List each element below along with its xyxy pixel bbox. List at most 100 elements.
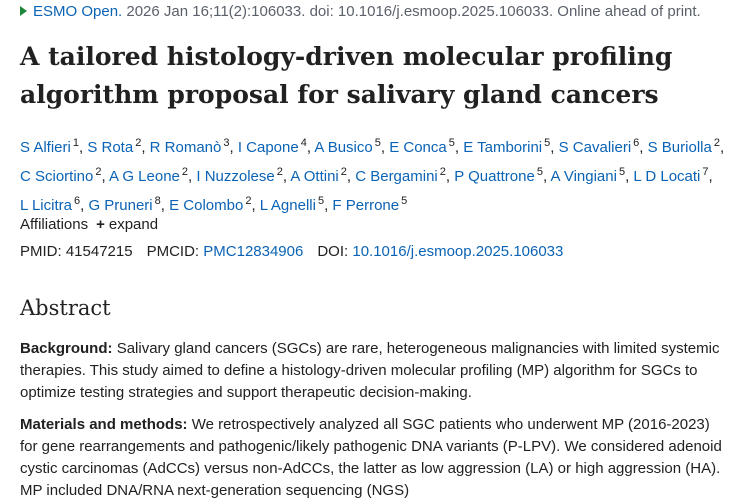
identifier-value: 41547215 (65, 243, 133, 260)
affiliation-number[interactable]: 5 (317, 195, 325, 207)
separator: , (80, 197, 85, 214)
author: L Agnelli 5, (259, 195, 329, 214)
author: S Rota 2, (87, 137, 146, 156)
affiliation-number[interactable]: 2 (276, 166, 283, 178)
author: A Ottini 2, (290, 166, 352, 185)
separator: , (324, 197, 329, 214)
author-name[interactable]: S Buriolla (647, 139, 712, 156)
separator: , (306, 139, 312, 156)
author-name[interactable]: F Perrone (332, 197, 400, 214)
author-name[interactable]: A Vingiani (550, 168, 617, 185)
affiliation-number[interactable]: 5 (544, 137, 551, 149)
author-name[interactable]: S Alfieri (20, 139, 71, 156)
affiliation-number[interactable]: 3 (223, 137, 230, 149)
author: G Pruneri 8, (88, 195, 165, 214)
affiliation-number[interactable]: 2 (713, 137, 720, 149)
author-list: S Alfieri 1, S Rota 2, R Romanò 3, I Capone… (20, 131, 732, 218)
author-name[interactable]: E Tamborini (463, 139, 543, 156)
affiliation-number[interactable]: 6 (73, 195, 81, 207)
affiliations: Affiliations + expand (20, 216, 158, 233)
author-name[interactable]: A G Leone (109, 168, 180, 185)
author-name[interactable]: S Rota (87, 139, 134, 156)
author: C Sciortino 2, (20, 166, 106, 185)
abstract-heading: Abstract (20, 296, 111, 320)
separator: , (282, 168, 288, 185)
separator: , (251, 197, 256, 214)
author: L Licitra 6, (20, 195, 85, 214)
affiliation-number[interactable]: 5 (618, 166, 626, 178)
author: A Vingiani 5, (550, 166, 629, 185)
affiliation-number[interactable]: 5 (401, 195, 408, 207)
citation: ESMO Open. 2026 Jan 16;11(2):106033. doi… (20, 3, 701, 20)
author: P Quattrone 5, (454, 166, 548, 185)
author-name[interactable]: A Busico (314, 139, 373, 156)
identifier-label: PMID: (20, 243, 62, 260)
paragraph-label: Background: (20, 340, 113, 357)
author: I Capone 4, (237, 137, 312, 156)
identifier: PMCID: PMC12834906 (147, 243, 304, 260)
separator: , (542, 168, 548, 185)
author-name[interactable]: P Quattrone (454, 168, 535, 185)
affiliation-number[interactable]: 2 (135, 137, 142, 149)
author: E Colombo 2, (169, 195, 256, 214)
affiliation-number[interactable]: 2 (340, 166, 347, 178)
author: S Buriolla 2, (647, 137, 725, 156)
paragraph-label: Materials and methods: (20, 416, 188, 433)
separator: , (188, 168, 193, 185)
separator: , (445, 168, 451, 185)
author: I Nuzzolese 2, (196, 166, 288, 185)
expand-toggle[interactable]: expand (108, 216, 159, 233)
abstract-paragraph: Background: Salivary gland cancers (SGCs… (20, 338, 730, 404)
separator: , (229, 139, 234, 156)
author-name[interactable]: C Bergamini (355, 168, 438, 185)
author-name[interactable]: C Sciortino (20, 168, 94, 185)
affiliation-number[interactable]: 2 (439, 166, 446, 178)
affiliation-number[interactable]: 4 (300, 137, 307, 149)
separator: , (639, 139, 644, 156)
journal-icon (20, 6, 27, 16)
separator: , (78, 139, 84, 156)
abstract-paragraph: Materials and methods: We retrospectivel… (20, 414, 730, 500)
paragraph-text: Salivary gland cancers (SGCs) are rare, … (20, 340, 720, 401)
identifier-value[interactable]: 10.1016/j.esmoop.2025.106033 (352, 243, 564, 260)
affiliation-number[interactable]: 5 (536, 166, 543, 178)
identifiers: PMID: 41547215 PMCID: PMC12834906 DOI: 10.… (20, 243, 577, 260)
author: A Busico 5, (314, 137, 385, 156)
author-name[interactable]: I Capone (237, 139, 299, 156)
affiliation-number[interactable]: 5 (448, 137, 455, 149)
author: R Romanò 3, (149, 137, 234, 156)
author-name[interactable]: G Pruneri (88, 197, 153, 214)
separator: , (141, 139, 146, 156)
identifier: PMID: 41547215 (20, 243, 133, 260)
identifier-label: PMCID: (146, 243, 200, 260)
identifier-value[interactable]: PMC12834906 (203, 243, 304, 260)
expand-icon[interactable]: + (96, 216, 105, 233)
paragraph-text: We retrospectively analyzed all SGC pati… (20, 416, 722, 499)
affiliation-number[interactable]: 2 (95, 166, 102, 178)
author-name[interactable]: L Agnelli (259, 197, 316, 214)
separator: , (101, 168, 106, 185)
affiliation-number[interactable]: 7 (702, 166, 709, 178)
author-name[interactable]: E Colombo (169, 197, 244, 214)
author: A G Leone 2, (109, 166, 193, 185)
affiliation-number[interactable]: 1 (72, 137, 79, 149)
author-name[interactable]: E Conca (389, 139, 447, 156)
author-name[interactable]: S Cavalieri (558, 139, 632, 156)
author-name[interactable]: L Licitra (20, 197, 72, 214)
author-name[interactable]: I Nuzzolese (196, 168, 275, 185)
affiliation-number[interactable]: 6 (633, 137, 640, 149)
author-name[interactable]: A Ottini (290, 168, 339, 185)
affiliation-number[interactable]: 2 (245, 195, 252, 207)
journal-link[interactable]: ESMO Open. (33, 3, 123, 20)
separator: , (346, 168, 352, 185)
separator: , (454, 139, 460, 156)
author: L D Locati 7, (633, 166, 712, 185)
author-name[interactable]: R Romanò (149, 139, 222, 156)
affiliation-number[interactable]: 8 (154, 195, 161, 207)
affiliation-number[interactable]: 5 (374, 137, 381, 149)
affiliation-number[interactable]: 2 (181, 166, 189, 178)
author: S Alfieri 1, (20, 137, 84, 156)
author-name[interactable]: L D Locati (633, 168, 701, 185)
identifier: DOI: 10.1016/j.esmoop.2025.106033 (317, 243, 563, 260)
